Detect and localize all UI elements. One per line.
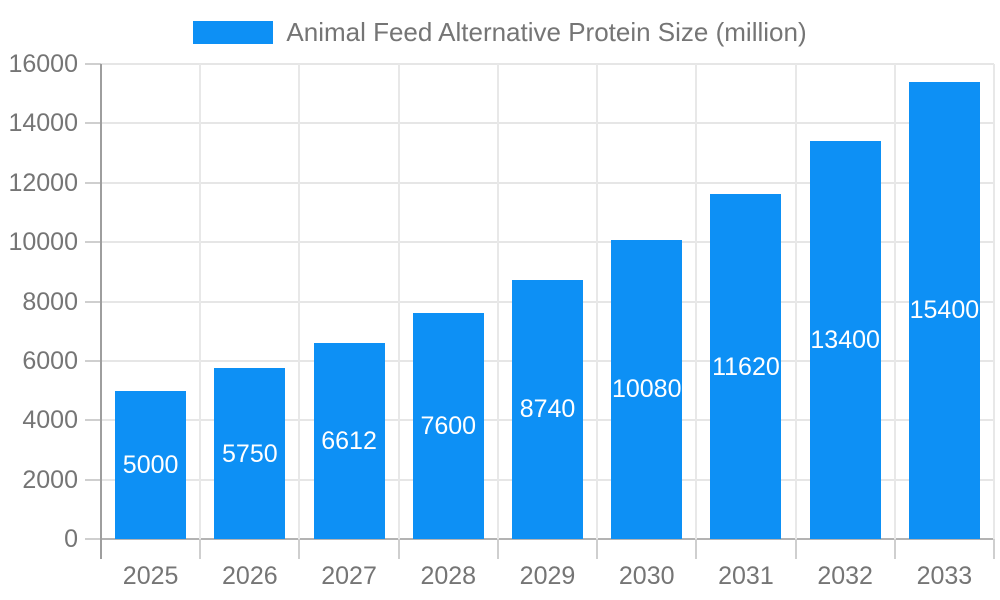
x-tick — [496, 539, 499, 559]
x-tick-label: 2026 — [222, 562, 278, 590]
x-tick-label: 2033 — [916, 562, 973, 590]
y-tick — [85, 241, 101, 244]
x-tick-label: 2025 — [122, 562, 179, 590]
y-tick-label: 4000 — [22, 406, 78, 435]
h-gridline — [101, 122, 994, 125]
bar-2033 — [908, 81, 980, 539]
v-gridline — [794, 64, 797, 539]
y-tick — [85, 359, 101, 362]
x-tick — [596, 539, 599, 559]
bar-value-label: 6612 — [321, 426, 377, 455]
bar-2032 — [809, 141, 881, 539]
bar-value-label: 7600 — [420, 412, 477, 441]
y-tick-label: 2000 — [22, 465, 78, 494]
x-tick-label: 2031 — [718, 562, 774, 590]
y-tick-label: 8000 — [22, 287, 78, 316]
y-axis-line — [100, 64, 102, 559]
x-tick-label: 2027 — [321, 562, 377, 590]
v-gridline — [298, 64, 301, 539]
bar-value-label: 5000 — [122, 450, 179, 479]
x-tick-label: 2029 — [519, 562, 576, 590]
bar-value-label: 15400 — [909, 296, 980, 325]
bar-value-label: 5750 — [222, 439, 278, 468]
x-tick — [695, 539, 698, 559]
x-tick — [199, 539, 202, 559]
bar-2030 — [611, 239, 683, 539]
y-tick-label: 16000 — [8, 50, 78, 78]
bar-2029 — [512, 279, 583, 539]
x-tick-label: 2032 — [817, 562, 873, 590]
bar-2025 — [115, 390, 187, 539]
x-tick — [397, 539, 400, 559]
y-tick — [85, 478, 101, 481]
bar-value-label: 10080 — [611, 375, 682, 404]
y-tick-label: 10000 — [8, 228, 78, 257]
h-gridline — [101, 63, 994, 65]
h-gridline — [101, 181, 994, 184]
y-tick — [85, 300, 101, 303]
v-gridline — [993, 64, 995, 539]
bar-2027 — [313, 342, 385, 539]
bar-value-label: 13400 — [810, 326, 880, 355]
legend-label: Animal Feed Alternative Protein Size (mi… — [286, 16, 807, 47]
bar-2026 — [214, 368, 286, 539]
y-tick — [85, 538, 101, 540]
legend-swatch-icon — [193, 20, 274, 44]
y-tick — [85, 181, 101, 184]
x-tick — [794, 539, 797, 559]
v-gridline — [893, 64, 896, 539]
bar-value-label: 11620 — [712, 352, 780, 381]
legend[interactable]: Animal Feed Alternative Protein Size (mi… — [0, 16, 1000, 47]
h-gridline — [101, 538, 994, 540]
x-tick — [893, 539, 896, 559]
y-tick-label: 0 — [64, 525, 78, 553]
x-tick — [993, 539, 995, 559]
y-tick-label: 6000 — [22, 346, 78, 375]
x-tick-label: 2030 — [618, 562, 675, 590]
x-tick-label: 2028 — [420, 562, 477, 590]
bar-value-label: 8740 — [519, 395, 576, 424]
y-tick — [85, 63, 101, 65]
h-gridline — [101, 241, 994, 244]
y-tick-label: 12000 — [8, 168, 78, 197]
bar-2028 — [412, 313, 484, 539]
v-gridline — [496, 64, 499, 539]
v-gridline — [695, 64, 698, 539]
y-tick-label: 14000 — [8, 109, 78, 138]
v-gridline — [199, 64, 202, 539]
x-tick — [298, 539, 301, 559]
v-gridline — [596, 64, 599, 539]
y-tick — [85, 122, 101, 125]
y-tick — [85, 419, 101, 422]
bar-2031 — [710, 194, 782, 539]
v-gridline — [397, 64, 400, 539]
